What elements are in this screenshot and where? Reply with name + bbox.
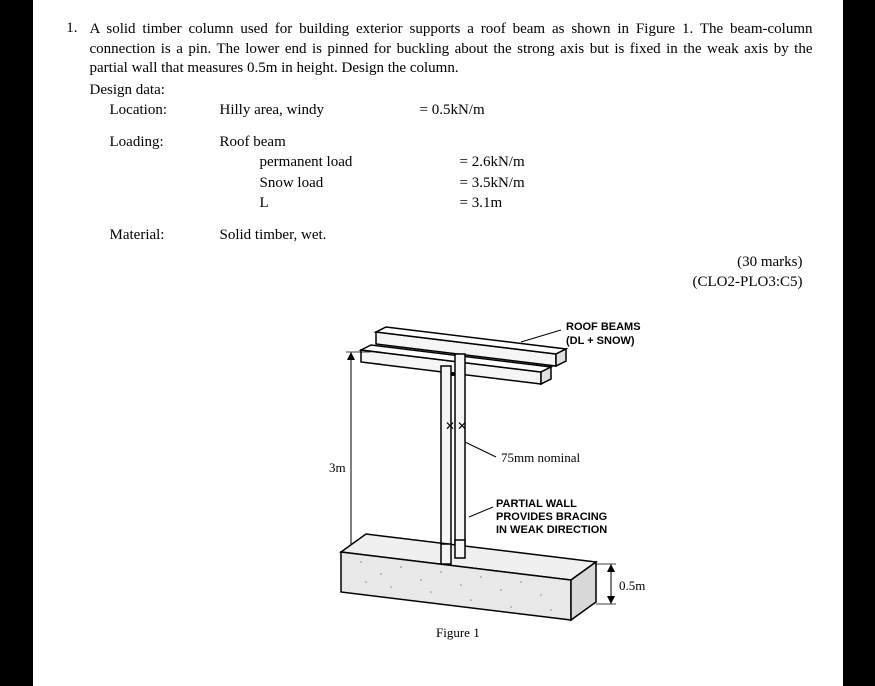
- page: 1. A solid timber column used for buildi…: [33, 0, 843, 686]
- perm-load-row: permanent load = 2.6kN/m: [90, 153, 813, 173]
- design-data-block: Design data: Location: Hilly area, windy…: [90, 81, 813, 246]
- snow-load-label: Snow load: [220, 174, 460, 194]
- material-row: Material: Solid timber, wet.: [90, 226, 813, 246]
- loading-row: Loading: Roof beam: [90, 133, 813, 153]
- nominal-label: 75mm nominal: [501, 450, 580, 465]
- perm-load-label: permanent load: [220, 153, 460, 173]
- snow-load-val: = 3.5kN/m: [460, 174, 580, 194]
- design-data-header: Design data:: [90, 81, 813, 101]
- bolt-mark-2: ✕: [457, 419, 467, 433]
- loading-desc: Roof beam: [220, 133, 420, 153]
- L-row: L = 3.1m: [90, 194, 813, 214]
- bolt-mark-1: ✕: [445, 419, 455, 433]
- L-val: = 3.1m: [460, 194, 580, 214]
- figure-svg: ROOF BEAMS (DL + SNOW) ✕ ✕: [231, 302, 671, 642]
- roof-beams-label: ROOF BEAMS: [566, 321, 641, 333]
- wall-label-3: IN WEAK DIRECTION: [496, 524, 607, 536]
- clo-text: (CLO2-PLO3:C5): [90, 273, 803, 293]
- figure-caption: Figure 1: [436, 625, 480, 640]
- snow-load-row: Snow load = 3.5kN/m: [90, 174, 813, 194]
- material-label: Material:: [90, 226, 220, 246]
- problem-block: 1. A solid timber column used for buildi…: [63, 20, 813, 642]
- location-desc: Hilly area, windy: [220, 101, 420, 121]
- partial-wall-group: [341, 534, 596, 620]
- wall-label-1: PARTIAL WALL: [496, 498, 577, 510]
- figure-area: ROOF BEAMS (DL + SNOW) ✕ ✕: [90, 302, 813, 642]
- loading-label: Loading:: [90, 133, 220, 153]
- problem-content: A solid timber column used for building …: [90, 20, 813, 642]
- L-label: L: [220, 194, 460, 214]
- marks-block: (30 marks) (CLO2-PLO3:C5): [90, 253, 813, 292]
- problem-intro: A solid timber column used for building …: [90, 20, 813, 79]
- location-label: Location:: [90, 101, 220, 121]
- location-val: = 0.5kN/m: [420, 101, 540, 121]
- loading-empty: [420, 133, 540, 153]
- wall-label-2: PROVIDES BRACING: [496, 511, 607, 523]
- problem-number: 1.: [63, 20, 78, 642]
- location-row: Location: Hilly area, windy = 0.5kN/m: [90, 101, 813, 121]
- perm-load-val: = 2.6kN/m: [460, 153, 580, 173]
- marks-text: (30 marks): [90, 253, 803, 273]
- dl-snow-label: (DL + SNOW): [566, 335, 635, 347]
- height-label: 3m: [329, 460, 346, 475]
- wall-height-label: 0.5m: [619, 578, 645, 593]
- material-desc: Solid timber, wet.: [220, 226, 420, 246]
